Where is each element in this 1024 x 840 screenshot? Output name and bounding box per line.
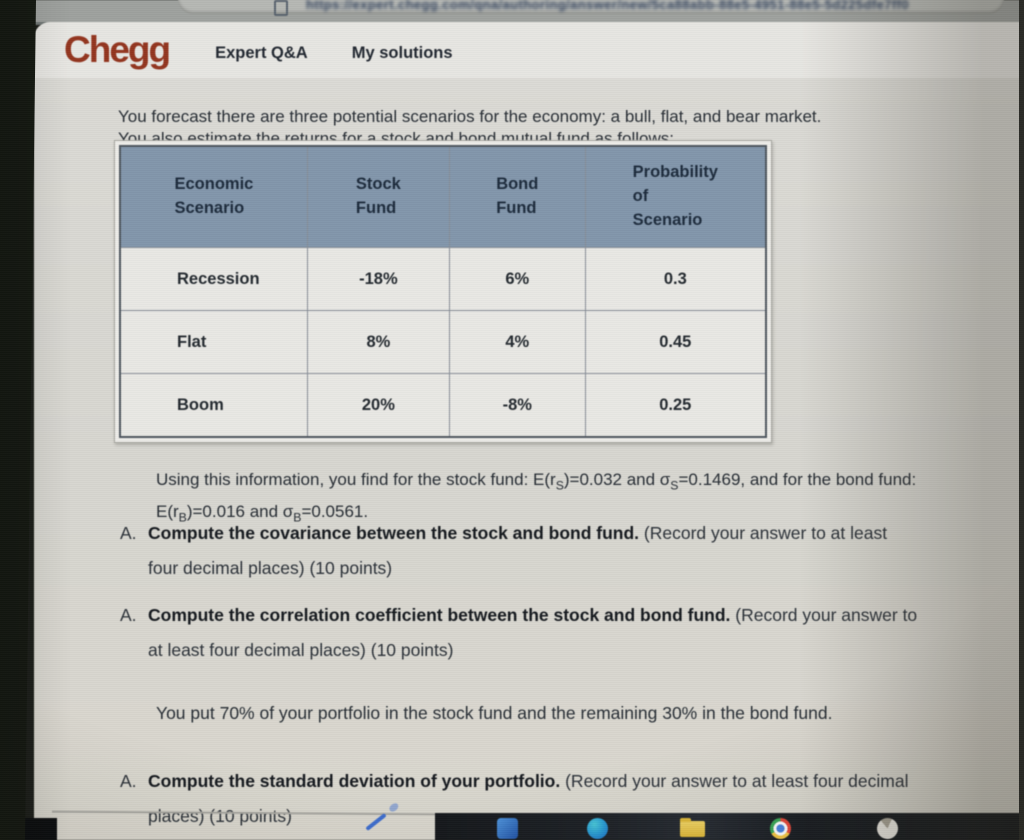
scenario-table-container: Economic Scenario Stock Fund Bond Fund P… (114, 140, 772, 443)
chegg-header-bar: Chegg Expert Q&A My solutions (34, 22, 1020, 78)
url-text: https://expert.chegg.com/qna/authoring/a… (306, 0, 909, 12)
col-header-probability: Probability of Scenario (584, 145, 767, 248)
scenario-table: Economic Scenario Stock Fund Bond Fund P… (119, 145, 767, 438)
site-page-icon[interactable] (274, 0, 288, 16)
col-header-stock-fund: Stock Fund (306, 145, 450, 248)
browser-address-bar[interactable]: https://expert.chegg.com/qna/authoring/a… (178, 0, 1004, 16)
cell-scenario: Recession (119, 247, 308, 311)
portfolio-allocation-paragraph: You put 70% of your portfolio in the sto… (156, 702, 833, 723)
pie-chart-app-icon[interactable] (873, 814, 902, 840)
item-marker: A. (120, 771, 137, 791)
nav-expert-qa[interactable]: Expert Q&A (215, 43, 308, 62)
edge-browser-icon[interactable] (587, 818, 608, 839)
cell-stock-return: 8% (306, 310, 450, 374)
windows-taskbar (435, 813, 1024, 840)
cell-bond-return: 4% (448, 310, 586, 374)
question-item-std-deviation: A. Compute the standard deviation of you… (120, 764, 920, 834)
cell-scenario: Flat (119, 310, 308, 374)
cell-probability: 0.45 (584, 310, 767, 374)
chegg-logo[interactable]: Chegg (64, 29, 171, 70)
item-marker: A. (120, 523, 137, 543)
screen-right-bezel (1019, 0, 1024, 840)
file-explorer-icon[interactable] (680, 818, 705, 837)
cell-probability: 0.3 (584, 247, 767, 311)
question-content: You forecast there are three potential s… (34, 78, 1020, 840)
cell-bond-return: 6% (448, 247, 586, 311)
table-header-row: Economic Scenario Stock Fund Bond Fund P… (119, 145, 767, 248)
col-header-economic-scenario: Economic Scenario (119, 145, 308, 248)
nav-my-solutions[interactable]: My solutions (351, 43, 453, 62)
cell-probability: 0.25 (584, 373, 767, 438)
top-navigation: Expert Q&A My solutions (215, 38, 452, 63)
chrome-browser-icon[interactable] (770, 818, 791, 839)
cell-scenario: Boom (119, 373, 308, 438)
question-item-correlation: A. Compute the correlation coefficient b… (120, 598, 920, 668)
question-item-covariance: A. Compute the covariance between the st… (120, 516, 920, 586)
col-header-bond-fund: Bond Fund (448, 145, 586, 248)
cell-bond-return: -8% (448, 373, 586, 438)
table-row: Flat 8% 4% 0.45 (119, 310, 767, 374)
cell-stock-return: -18% (306, 247, 450, 311)
item-marker: A. (120, 605, 137, 625)
cell-stock-return: 20% (306, 373, 450, 438)
table-row: Boom 20% -8% 0.25 (119, 373, 767, 438)
blue-app-icon[interactable] (497, 818, 518, 839)
table-row: Recession -18% 6% 0.3 (119, 247, 767, 311)
fund-statistics-paragraph: Using this information, you find for the… (156, 470, 917, 525)
